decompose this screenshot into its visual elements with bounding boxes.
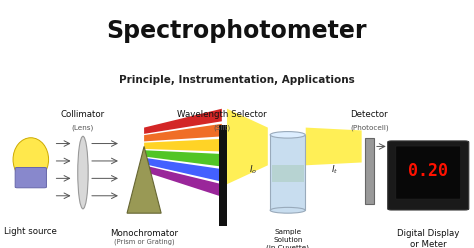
Polygon shape	[144, 165, 222, 197]
Ellipse shape	[13, 138, 48, 181]
Text: Collimator: Collimator	[61, 110, 105, 119]
Polygon shape	[144, 150, 222, 167]
Text: $I_t$: $I_t$	[331, 163, 338, 176]
Bar	[270, 135, 305, 210]
Text: Principle, Instrumentation, Applications: Principle, Instrumentation, Applications	[119, 75, 355, 85]
Ellipse shape	[270, 207, 305, 213]
FancyBboxPatch shape	[388, 141, 469, 210]
Text: Digital Display
or Meter: Digital Display or Meter	[397, 229, 459, 248]
Ellipse shape	[270, 132, 305, 138]
Text: Wavelength Selector: Wavelength Selector	[177, 110, 267, 119]
Polygon shape	[144, 124, 222, 141]
Polygon shape	[306, 127, 362, 165]
Text: Light source: Light source	[4, 227, 57, 236]
Bar	[219, 125, 227, 226]
Text: Sample
Solution
(in Cuvette): Sample Solution (in Cuvette)	[266, 229, 309, 248]
FancyBboxPatch shape	[15, 167, 46, 188]
Bar	[365, 138, 374, 204]
Text: Monochromator: Monochromator	[110, 229, 179, 238]
Polygon shape	[227, 109, 268, 184]
Polygon shape	[127, 146, 161, 213]
Polygon shape	[144, 158, 222, 182]
Text: (Photocell): (Photocell)	[350, 125, 389, 131]
Text: $I_o$: $I_o$	[248, 163, 257, 176]
Polygon shape	[144, 139, 222, 152]
Text: Spectrophotometer: Spectrophotometer	[107, 19, 367, 43]
Text: 0.20: 0.20	[408, 162, 448, 180]
Polygon shape	[144, 109, 222, 134]
Text: (Slit): (Slit)	[213, 125, 230, 131]
Text: (Prism or Grating): (Prism or Grating)	[114, 239, 175, 245]
Bar	[272, 165, 304, 182]
FancyBboxPatch shape	[396, 146, 461, 199]
Ellipse shape	[78, 136, 88, 209]
Text: (Lens): (Lens)	[72, 125, 94, 131]
Text: Detector: Detector	[350, 110, 388, 119]
